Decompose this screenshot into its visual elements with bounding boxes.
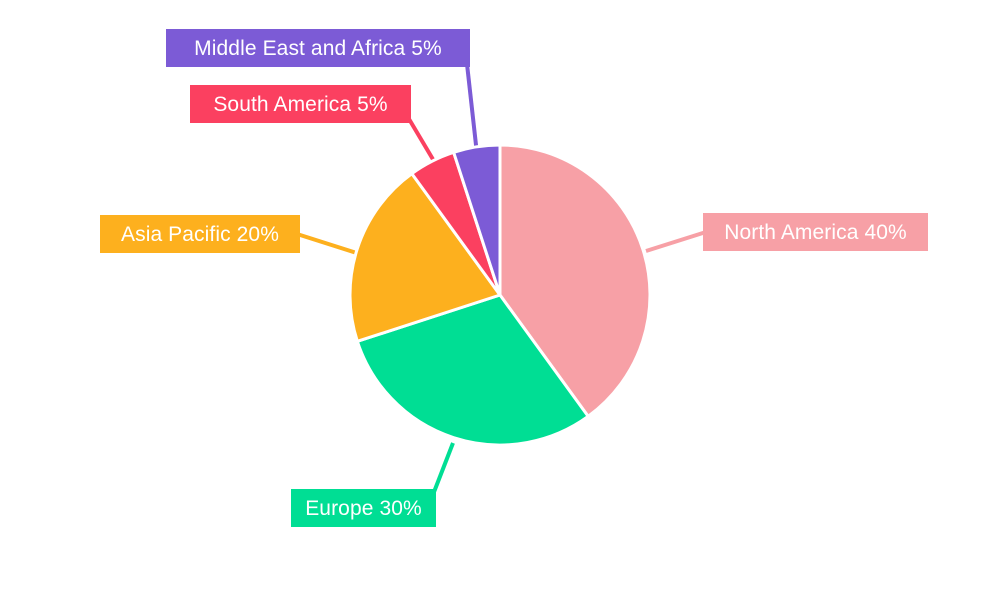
pie-slice-north-america[interactable] <box>498 143 652 418</box>
leader-line-europe <box>432 442 455 493</box>
pie-slices <box>348 143 652 447</box>
pie-label-asia-pacific[interactable]: Asia Pacific 20% <box>100 215 300 253</box>
pie-label-europe[interactable]: Europe 30% <box>291 489 436 527</box>
pie-slice-europe[interactable] <box>355 293 590 447</box>
pie-label-europe-text: Europe 30% <box>305 496 422 520</box>
pie-slice-middle-east-and-africa[interactable] <box>452 143 502 297</box>
pie-label-north-america-text: North America 40% <box>724 220 907 244</box>
pie-label-south-america[interactable]: South America 5% <box>190 85 411 123</box>
pie-label-south-america-text: South America 5% <box>213 92 388 116</box>
pie-label-asia-pacific-text: Asia Pacific 20% <box>120 222 279 246</box>
pie-label-middle-east-africa-text: Middle East and Africa 5% <box>194 36 442 60</box>
leader-line-north-america <box>645 230 707 253</box>
pie-slice-asia-pacific[interactable] <box>348 172 502 343</box>
leader-line-asia-pacific <box>296 232 364 257</box>
pie-label-middle-east-africa[interactable]: Middle East and Africa 5% <box>166 29 470 67</box>
pie-label-north-america[interactable]: North America 40% <box>703 213 928 251</box>
